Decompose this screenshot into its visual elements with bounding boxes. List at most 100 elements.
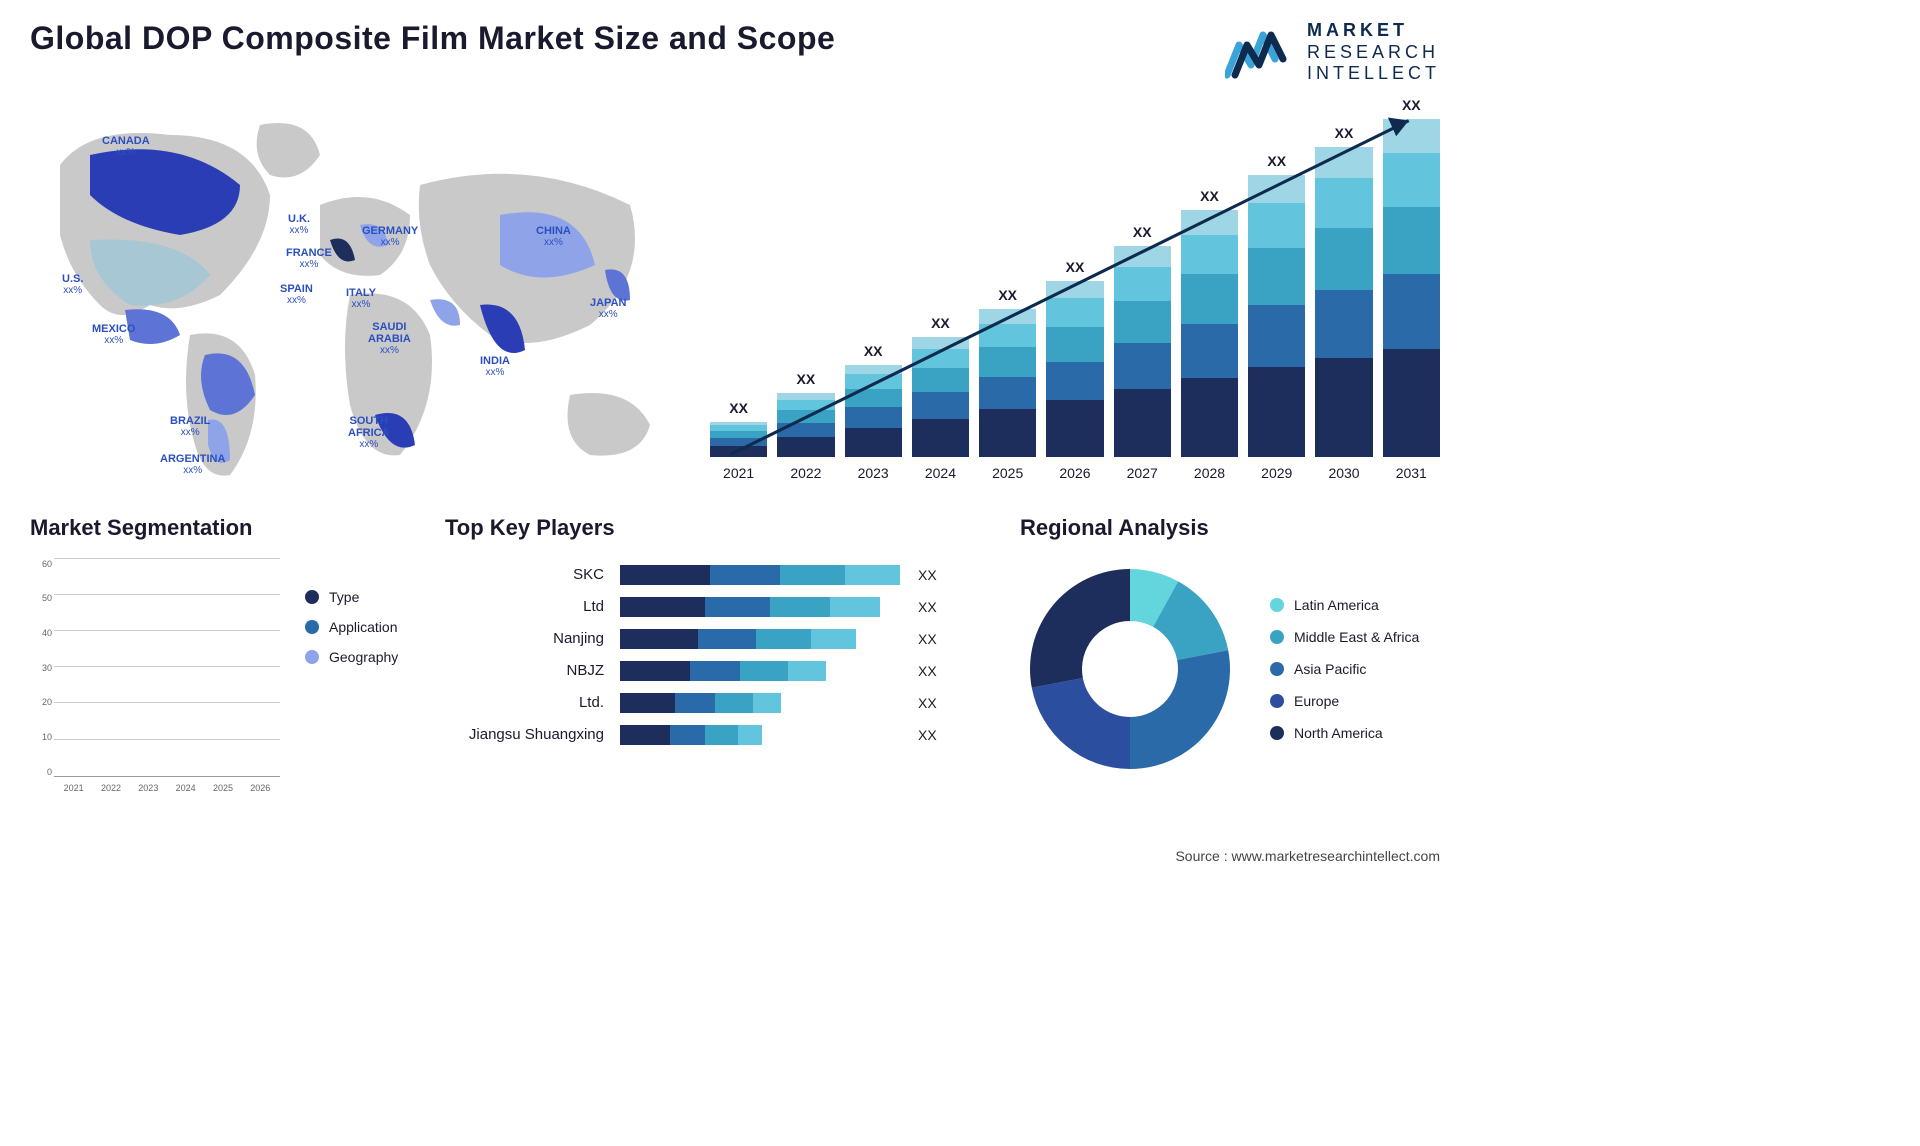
donut-slice <box>1030 569 1130 688</box>
player-bar <box>620 725 900 745</box>
growth-bar: XX <box>777 393 834 456</box>
segmentation-panel: Market Segmentation 6050403020100 202120… <box>30 515 410 815</box>
growth-bar: XX <box>979 309 1036 457</box>
growth-bar: XX <box>1181 210 1238 456</box>
segmentation-title: Market Segmentation <box>30 515 410 541</box>
growth-bar: XX <box>1114 246 1171 457</box>
player-value: XX <box>910 567 937 583</box>
legend-item: Europe <box>1270 693 1419 709</box>
legend-item: Type <box>305 589 398 605</box>
player-row: SKC XX <box>445 565 985 585</box>
player-value: XX <box>910 695 937 711</box>
page-title: Global DOP Composite Film Market Size an… <box>30 20 835 57</box>
growth-year-label: 2028 <box>1181 461 1238 485</box>
map-country-label: JAPANxx% <box>590 297 626 320</box>
growth-bar: XX <box>1383 119 1440 457</box>
player-row: Nanjing XX <box>445 629 985 649</box>
player-bar <box>620 693 900 713</box>
map-country-label: SPAINxx% <box>280 283 313 306</box>
regional-analysis-title: Regional Analysis <box>1020 515 1440 541</box>
growth-year-label: 2025 <box>979 461 1036 485</box>
map-country-label: INDIAxx% <box>480 355 510 378</box>
growth-bar-value: XX <box>912 315 969 331</box>
growth-bar-value: XX <box>1181 188 1238 204</box>
growth-bar-value: XX <box>1248 153 1305 169</box>
map-country-label: SAUDIARABIAxx% <box>368 321 411 356</box>
brand-logo-text: MARKET RESEARCH INTELLECT <box>1307 20 1440 85</box>
growth-bar-value: XX <box>710 400 767 416</box>
key-players-title: Top Key Players <box>445 515 985 541</box>
legend-item: North America <box>1270 725 1419 741</box>
player-value: XX <box>910 631 937 647</box>
player-name: Ltd <box>445 598 610 615</box>
player-bar <box>620 661 900 681</box>
map-country-label: ITALYxx% <box>346 287 376 310</box>
legend-item: Application <box>305 619 398 635</box>
source-attribution: Source : www.marketresearchintellect.com <box>1175 848 1440 864</box>
growth-bar: XX <box>912 337 969 457</box>
growth-year-label: 2027 <box>1114 461 1171 485</box>
growth-bar-value: XX <box>1046 259 1103 275</box>
brand-logo: MARKET RESEARCH INTELLECT <box>1225 20 1440 85</box>
legend-item: Middle East & Africa <box>1270 629 1419 645</box>
segmentation-chart: 6050403020100 202120222023202420252026 <box>30 559 280 799</box>
regional-legend: Latin America Middle East & Africa Asia Pa… <box>1270 597 1419 741</box>
regional-analysis-panel: Regional Analysis Latin America Middle Ea… <box>1020 515 1440 815</box>
legend-item: Asia Pacific <box>1270 661 1419 677</box>
player-value: XX <box>910 727 937 743</box>
segmentation-legend: Type Application Geography <box>305 559 398 799</box>
growth-bar-value: XX <box>1383 97 1440 113</box>
growth-bar-value: XX <box>777 371 834 387</box>
brand-logo-icon <box>1225 25 1295 79</box>
player-row: Ltd XX <box>445 597 985 617</box>
map-country-label: FRANCExx% <box>286 247 332 270</box>
growth-chart: XXXXXXXXXXXXXXXXXXXXXX 20212022202320242… <box>710 105 1440 485</box>
player-name: NBJZ <box>445 662 610 679</box>
player-name: Ltd. <box>445 694 610 711</box>
player-name: Jiangsu Shuangxing <box>445 726 610 743</box>
growth-bar-value: XX <box>1315 125 1372 141</box>
growth-year-label: 2026 <box>1046 461 1103 485</box>
growth-bar: XX <box>845 365 902 457</box>
growth-bar-value: XX <box>1114 224 1171 240</box>
growth-bar: XX <box>1315 147 1372 457</box>
player-value: XX <box>910 599 937 615</box>
growth-bar-value: XX <box>979 287 1036 303</box>
growth-year-label: 2024 <box>912 461 969 485</box>
player-row: Ltd. XX <box>445 693 985 713</box>
player-value: XX <box>910 663 937 679</box>
map-country-label: U.K.xx% <box>288 213 310 236</box>
world-map-panel: CANADAxx% U.S.xx% MEXICOxx% BRAZILxx% ARGENT… <box>30 105 670 485</box>
legend-item: Latin America <box>1270 597 1419 613</box>
growth-bar-value: XX <box>845 343 902 359</box>
player-bar <box>620 629 900 649</box>
growth-year-label: 2021 <box>710 461 767 485</box>
player-bar <box>620 597 900 617</box>
growth-bar: XX <box>1046 281 1103 457</box>
growth-bar: XX <box>710 422 767 457</box>
player-row: Jiangsu Shuangxing XX <box>445 725 985 745</box>
growth-year-label: 2029 <box>1248 461 1305 485</box>
map-country-label: CHINAxx% <box>536 225 571 248</box>
player-name: Nanjing <box>445 630 610 647</box>
map-country-label: ARGENTINAxx% <box>160 453 225 476</box>
map-country-label: MEXICOxx% <box>92 323 135 346</box>
player-name: SKC <box>445 566 610 583</box>
growth-year-label: 2022 <box>777 461 834 485</box>
player-bar <box>620 565 900 585</box>
growth-bar: XX <box>1248 175 1305 457</box>
key-players-panel: Top Key Players SKC XX Ltd XX Nanjing XX NBJZ X… <box>445 515 985 815</box>
map-country-label: SOUTHAFRICAxx% <box>348 415 390 450</box>
growth-year-label: 2031 <box>1383 461 1440 485</box>
regional-donut-chart <box>1020 559 1240 779</box>
map-country-label: U.S.xx% <box>62 273 83 296</box>
player-row: NBJZ XX <box>445 661 985 681</box>
map-country-label: CANADAxx% <box>102 135 150 158</box>
donut-slice <box>1130 650 1230 769</box>
donut-slice <box>1032 678 1130 769</box>
map-country-label: GERMANYxx% <box>362 225 418 248</box>
map-country-label: BRAZILxx% <box>170 415 210 438</box>
legend-item: Geography <box>305 649 398 665</box>
growth-year-label: 2023 <box>845 461 902 485</box>
growth-year-label: 2030 <box>1315 461 1372 485</box>
